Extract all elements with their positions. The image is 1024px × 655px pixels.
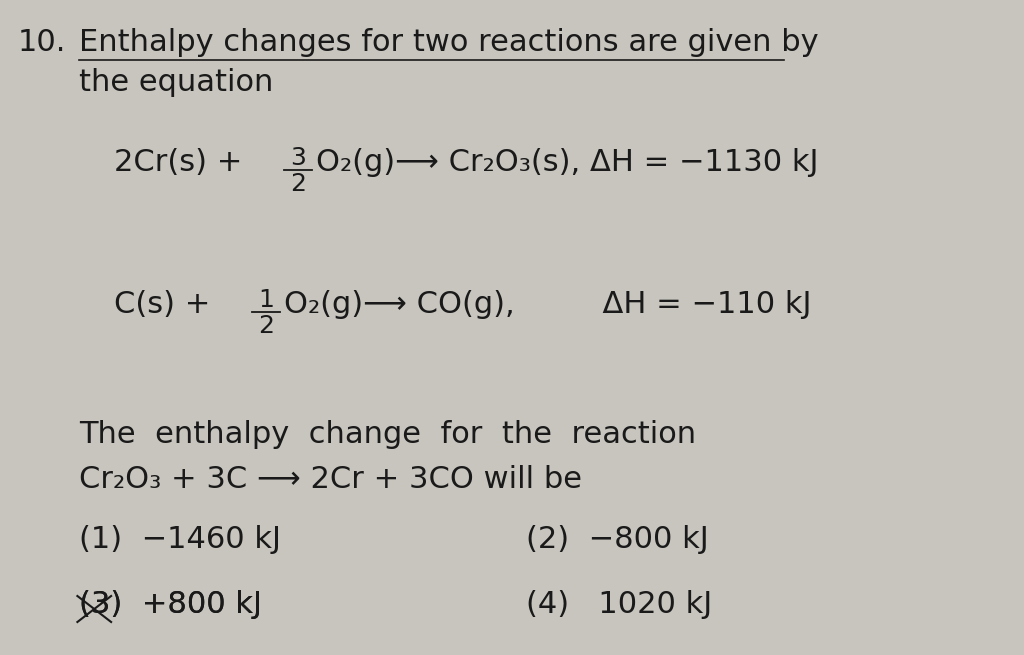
Text: (3)  +800 kJ: (3) +800 kJ bbox=[80, 590, 262, 619]
Text: (4)   1020 kJ: (4) 1020 kJ bbox=[526, 590, 712, 619]
Text: 2: 2 bbox=[258, 314, 273, 338]
Text: Cr₂O₃ + 3C ⟶ 2Cr + 3CO will be: Cr₂O₃ + 3C ⟶ 2Cr + 3CO will be bbox=[80, 465, 583, 494]
Text: 3: 3 bbox=[290, 146, 305, 170]
Text: (2)  −800 kJ: (2) −800 kJ bbox=[526, 525, 709, 554]
Text: C(s) +: C(s) + bbox=[114, 290, 220, 319]
Text: The  enthalpy  change  for  the  reaction: The enthalpy change for the reaction bbox=[80, 420, 696, 449]
Text: (3)  +800 kJ: (3) +800 kJ bbox=[80, 590, 262, 619]
Text: 2: 2 bbox=[290, 172, 305, 196]
Text: O₂(g)⟶ CO(g),         ΔH = −110 kJ: O₂(g)⟶ CO(g), ΔH = −110 kJ bbox=[284, 290, 811, 319]
Text: Enthalpy changes for two reactions are given by: Enthalpy changes for two reactions are g… bbox=[80, 28, 819, 57]
Text: the equation: the equation bbox=[80, 68, 273, 97]
Text: 2Cr(s) +: 2Cr(s) + bbox=[114, 148, 252, 177]
Text: 1: 1 bbox=[258, 288, 273, 312]
Text: 10.: 10. bbox=[17, 28, 67, 57]
Text: (1)  −1460 kJ: (1) −1460 kJ bbox=[80, 525, 282, 554]
Text: O₂(g)⟶ Cr₂O₃(s), ΔH = −1130 kJ: O₂(g)⟶ Cr₂O₃(s), ΔH = −1130 kJ bbox=[315, 148, 818, 177]
